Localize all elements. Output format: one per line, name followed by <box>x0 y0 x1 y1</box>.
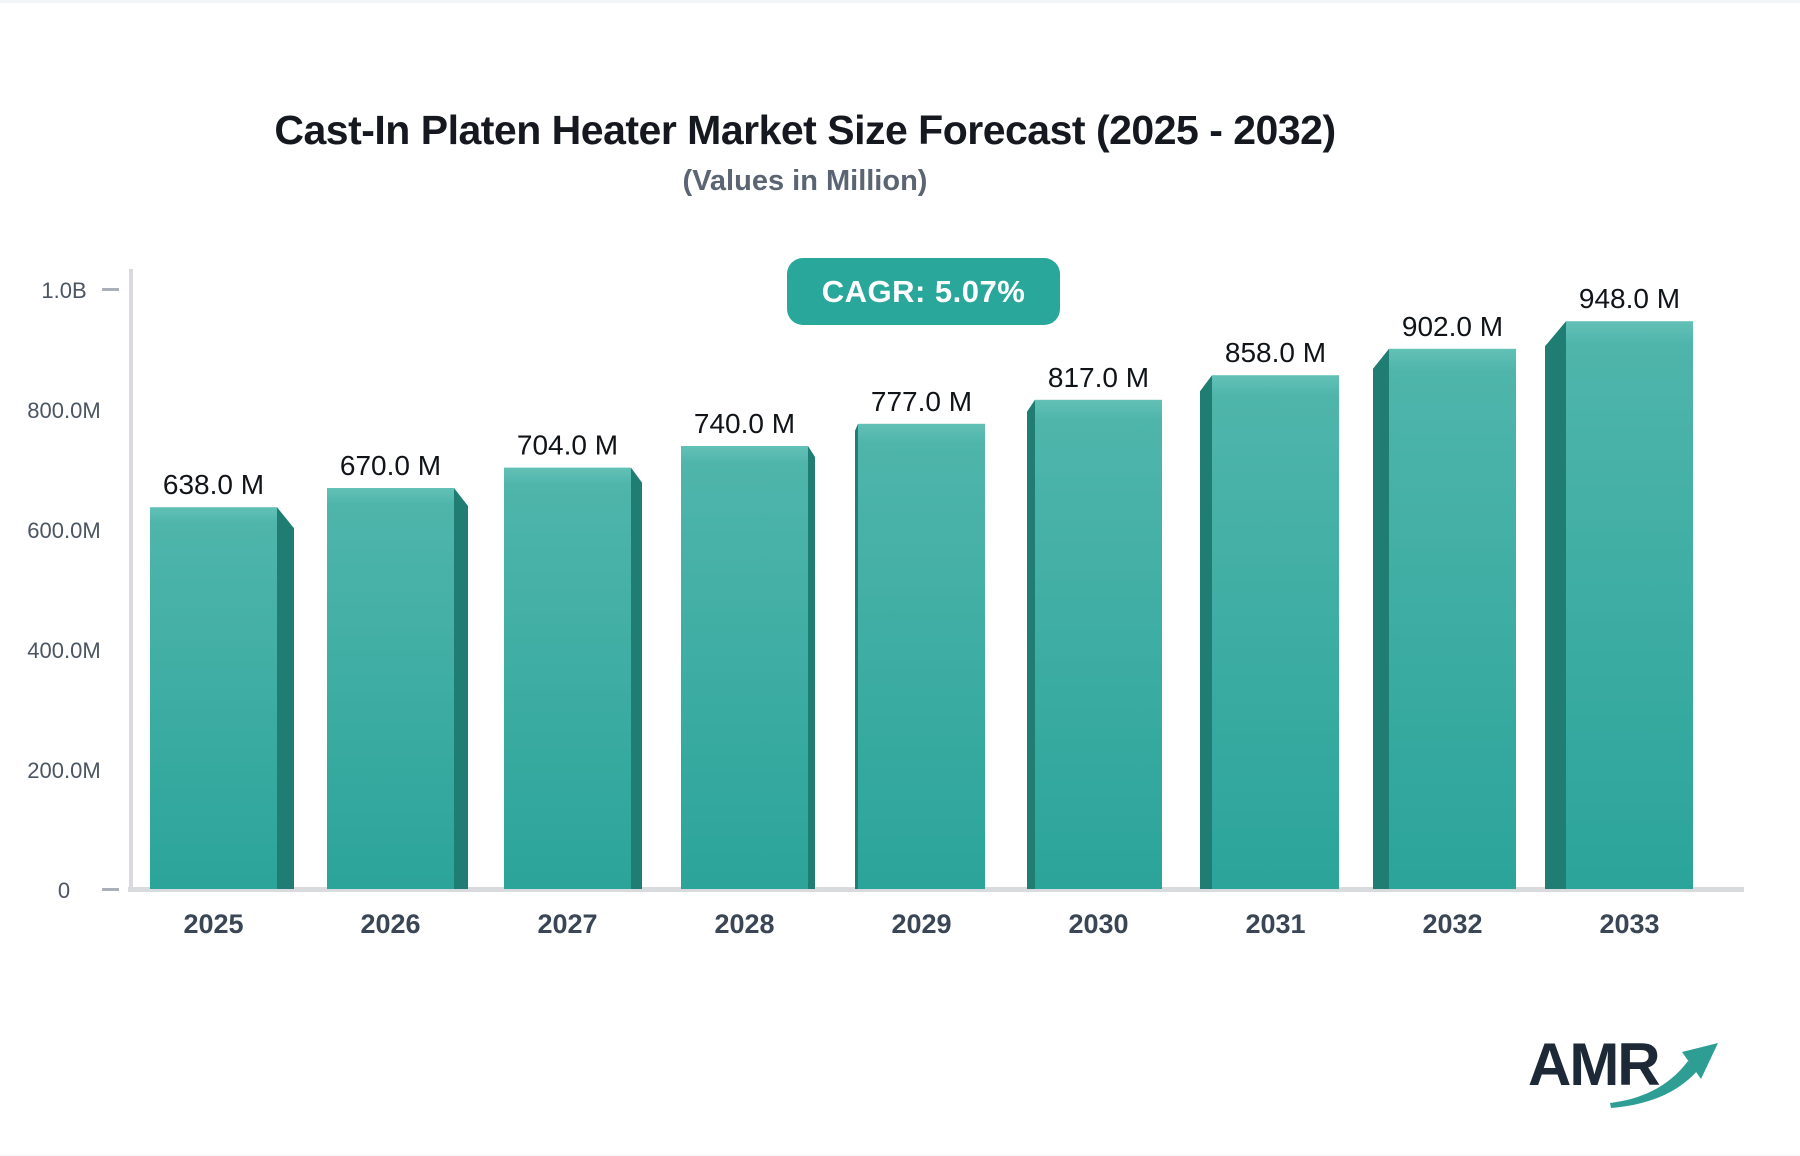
x-tick-label-2032: 2032 <box>1422 909 1482 939</box>
bar-2031 <box>1212 375 1339 889</box>
bar-2032 <box>1389 348 1516 889</box>
bar-value-label-2026: 670.0 M <box>340 450 441 481</box>
bar-side-2027 <box>631 467 642 889</box>
y-tick-label-800.0M: 800.0M <box>27 398 100 423</box>
bar-side-2029 <box>855 423 858 889</box>
bar-side-2033 <box>1545 321 1566 889</box>
x-tick-label-2033: 2033 <box>1599 909 1659 939</box>
amr-logo: AMR <box>1528 1035 1728 1125</box>
x-tick-label-2027: 2027 <box>537 909 597 939</box>
bar-value-label-2030: 817.0 M <box>1048 362 1149 393</box>
cagr-badge-label: CAGR: 5.07% <box>821 273 1026 309</box>
market-bar-chart: 0 200.0M 400.0M 600.0M 800.0M 1.0B 638.0 M 2025… <box>27 269 1744 939</box>
y-tick-mark <box>102 288 119 291</box>
bar-value-label-2025: 638.0 M <box>163 469 264 500</box>
y-tick-label-400.0M: 400.0M <box>27 638 100 663</box>
bar-2026 <box>327 488 454 889</box>
x-tick-label-2025: 2025 <box>183 909 243 939</box>
bar-side-2025 <box>277 507 294 889</box>
chart-title: Cast-In Platen Heater Market Size Foreca… <box>274 107 1336 153</box>
bar-value-label-2029: 777.0 M <box>871 386 972 417</box>
y-tick-mark <box>102 888 119 891</box>
bar-2027 <box>504 467 631 889</box>
x-tick-label-2028: 2028 <box>714 909 774 939</box>
amr-logo-text: AMR <box>1528 1031 1661 1098</box>
bar-2028 <box>681 446 808 889</box>
bar-value-label-2033: 948.0 M <box>1579 283 1680 314</box>
bar-side-2030 <box>1027 399 1035 889</box>
x-tick-label-2030: 2030 <box>1068 909 1128 939</box>
bar-2025 <box>150 507 277 889</box>
x-tick-label-2026: 2026 <box>360 909 420 939</box>
bar-value-label-2027: 704.0 M <box>517 430 618 461</box>
y-axis-line <box>129 269 133 889</box>
y-tick-label-1.0B: 1.0B <box>41 278 86 303</box>
bar-side-2031 <box>1200 375 1212 889</box>
bar-side-2026 <box>454 488 468 889</box>
cagr-badge: CAGR: 5.07% <box>787 258 1060 325</box>
bar-2033 <box>1566 321 1693 889</box>
bar-value-label-2032: 902.0 M <box>1402 311 1503 342</box>
bar-2030 <box>1035 399 1162 889</box>
y-tick-label-0: 0 <box>58 878 70 903</box>
x-tick-label-2031: 2031 <box>1245 909 1305 939</box>
x-tick-label-2029: 2029 <box>891 909 951 939</box>
chart-subtitle: (Values in Million) <box>682 165 928 197</box>
growth-arrow-icon <box>1610 1043 1718 1108</box>
bar-value-label-2028: 740.0 M <box>694 408 795 439</box>
bar-side-2028 <box>808 446 815 889</box>
y-tick-label-600.0M: 600.0M <box>27 518 100 543</box>
x-axis-line <box>128 887 1744 892</box>
bar-value-label-2031: 858.0 M <box>1225 337 1326 368</box>
bar-side-2032 <box>1373 348 1389 889</box>
bar-2029 <box>858 423 985 889</box>
y-tick-label-200.0M: 200.0M <box>27 758 100 783</box>
